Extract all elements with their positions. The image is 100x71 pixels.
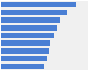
Bar (1, 25, 57, 31)
Bar (1, 40, 50, 46)
Bar (1, 33, 54, 38)
Bar (1, 56, 47, 61)
Bar (1, 10, 67, 15)
Bar (1, 2, 76, 7)
Bar (1, 64, 44, 69)
Bar (1, 48, 49, 54)
Bar (1, 17, 60, 23)
